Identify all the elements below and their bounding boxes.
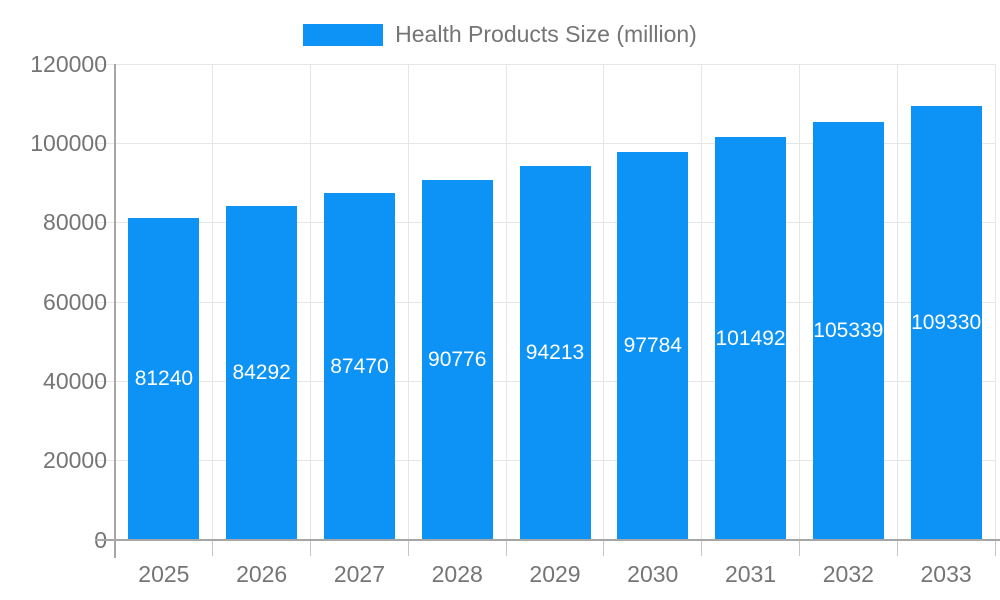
h-gridline bbox=[115, 142, 995, 144]
x-axis-label: 2030 bbox=[627, 561, 679, 587]
x-axis-label: 2027 bbox=[333, 561, 386, 587]
y-axis-label: 120000 bbox=[30, 50, 107, 77]
x-axis-tick bbox=[310, 541, 312, 556]
plot-area: 81240 84292 87470 90776 94213 97784 101492 1053… bbox=[115, 63, 996, 540]
x-axis-tick bbox=[505, 541, 507, 556]
x-axis-baseline bbox=[95, 539, 1000, 541]
bar-2031 bbox=[715, 137, 787, 540]
v-gridline bbox=[407, 64, 409, 540]
bar-value-label: 90776 bbox=[428, 347, 487, 371]
bar-2030 bbox=[617, 152, 689, 540]
bar-value-label: 105339 bbox=[813, 319, 884, 343]
v-gridline bbox=[603, 64, 605, 540]
x-axis-tick bbox=[212, 541, 214, 556]
x-axis-tick bbox=[798, 541, 800, 556]
bar-2025 bbox=[128, 217, 200, 540]
v-gridline bbox=[701, 64, 703, 540]
bar-value-label: 94213 bbox=[525, 341, 585, 365]
v-gridline bbox=[505, 64, 507, 540]
bar-2032 bbox=[812, 122, 884, 540]
y-axis-label: 100000 bbox=[30, 129, 107, 156]
x-axis-tick bbox=[407, 541, 409, 556]
bar-2026 bbox=[226, 205, 298, 540]
bar-2029 bbox=[519, 166, 591, 540]
x-axis-label: 2033 bbox=[920, 561, 972, 587]
y-axis-label: 40000 bbox=[43, 367, 107, 394]
bar-2028 bbox=[421, 179, 493, 540]
v-gridline bbox=[310, 64, 312, 540]
x-axis-label: 2025 bbox=[138, 561, 190, 587]
x-axis-label: 2028 bbox=[431, 561, 483, 587]
x-axis-tick bbox=[994, 541, 996, 556]
y-axis-tick bbox=[95, 63, 115, 65]
bar-2027 bbox=[323, 193, 395, 540]
v-gridline bbox=[896, 64, 898, 540]
x-axis-label: 2026 bbox=[236, 561, 288, 587]
y-axis-tick bbox=[95, 142, 115, 144]
x-axis-tick bbox=[603, 541, 605, 556]
legend-label: Health Products Size (million) bbox=[395, 21, 697, 47]
y-axis-tick bbox=[95, 380, 115, 382]
bar-value-label: 84292 bbox=[232, 360, 291, 384]
x-axis-label: 2032 bbox=[822, 561, 874, 587]
bar-value-label: 97784 bbox=[623, 334, 682, 358]
x-axis-tick bbox=[701, 541, 703, 556]
v-gridline bbox=[798, 64, 800, 540]
v-gridline bbox=[994, 64, 996, 540]
y-axis-tick bbox=[95, 301, 115, 303]
x-axis-label: 2029 bbox=[529, 561, 581, 587]
y-axis-line bbox=[114, 64, 116, 558]
h-gridline bbox=[115, 63, 995, 65]
legend: Health Products Size (million) bbox=[0, 21, 1000, 48]
bar-value-label: 81240 bbox=[134, 366, 194, 390]
bar-value-label: 109330 bbox=[911, 311, 982, 335]
y-axis-label: 20000 bbox=[43, 447, 107, 474]
bar-2033 bbox=[910, 106, 982, 540]
legend-swatch-icon bbox=[303, 23, 384, 46]
x-axis-tick bbox=[896, 541, 898, 556]
bar-value-label: 101492 bbox=[715, 326, 786, 350]
x-axis-label: 2031 bbox=[724, 561, 777, 587]
y-axis-tick bbox=[95, 222, 115, 224]
y-axis-label: 80000 bbox=[43, 209, 107, 236]
y-axis-label: 0 bbox=[94, 526, 107, 553]
v-gridline bbox=[212, 64, 214, 540]
bar-value-label: 87470 bbox=[330, 354, 389, 378]
y-axis-tick bbox=[95, 460, 115, 462]
y-axis-label: 60000 bbox=[43, 288, 107, 315]
